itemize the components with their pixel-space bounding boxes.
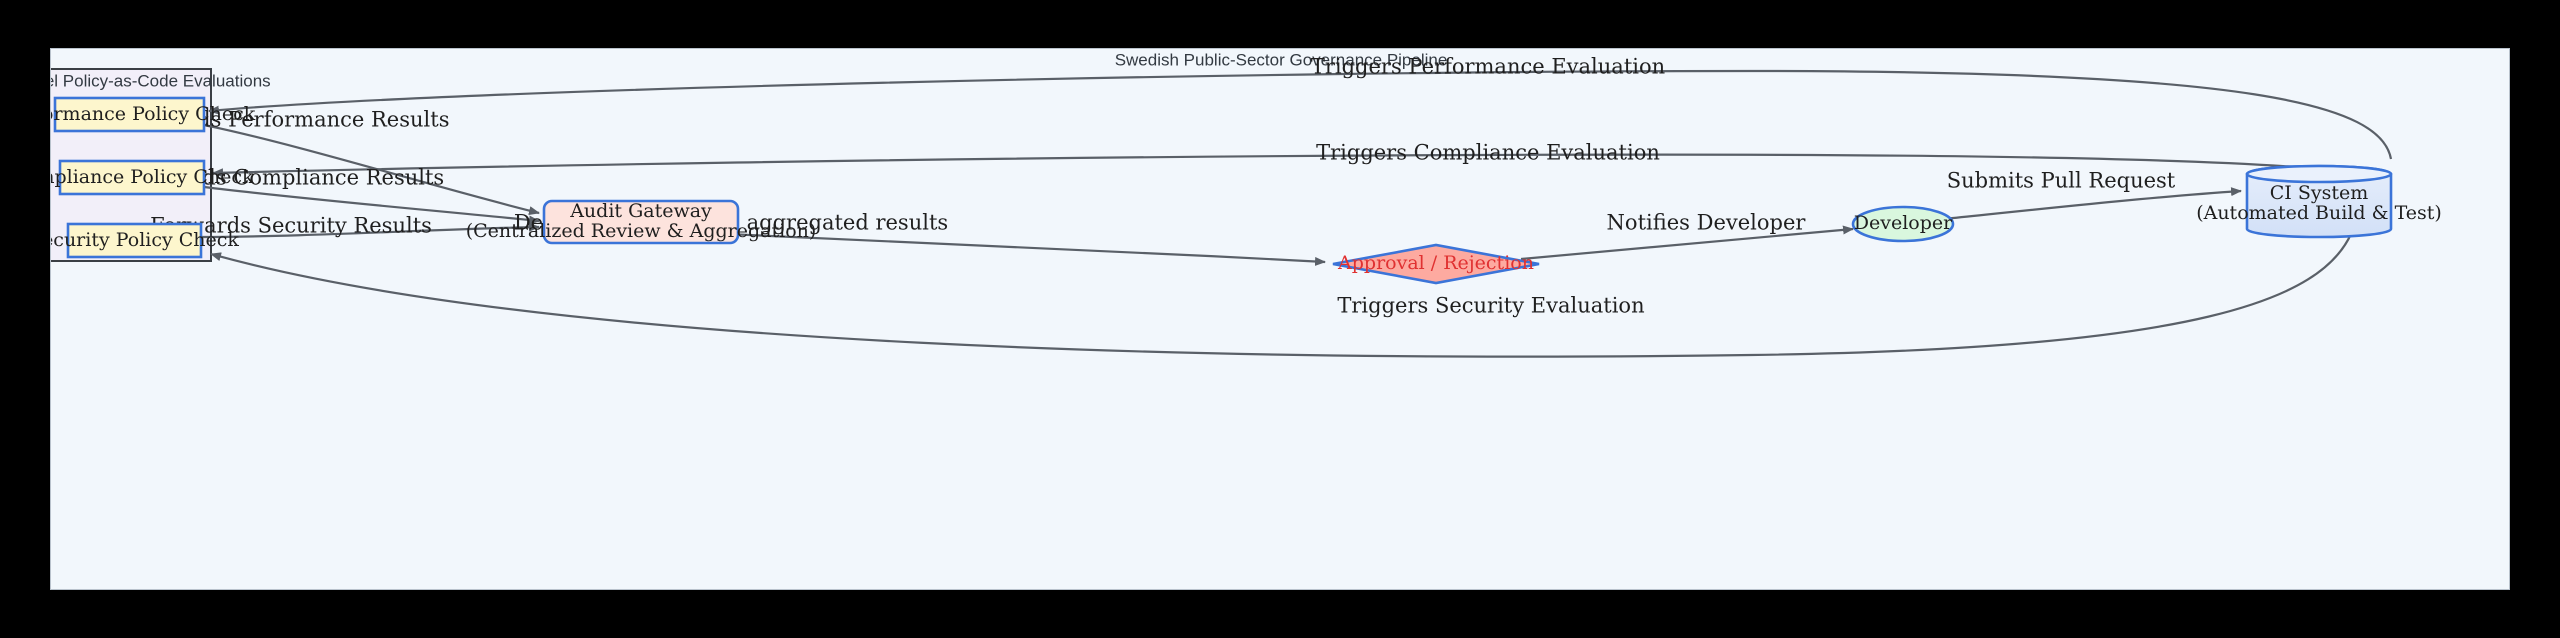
diagram-title: Swedish Public-Sector Governance Pipelin…: [1115, 50, 1448, 69]
node-ci-system[interactable]: CI System (Automated Build & Test): [2196, 164, 2442, 239]
node-shape[interactable]: [542, 199, 740, 245]
edge-path: [208, 69, 2393, 160]
edge-triggers-security-evaluation: Triggers Security Evaluation: [210, 233, 2352, 358]
node-shape[interactable]: [53, 96, 206, 133]
node-shape[interactable]: [1851, 205, 1955, 243]
edge-path: [203, 185, 540, 225]
edge-path: [1520, 225, 1854, 261]
node-label-line2: (Centralized Review & Aggregation): [466, 220, 817, 242]
edge-path: [210, 233, 2352, 358]
edge-submits-pull-request: Submits Pull Request: [1943, 169, 2242, 221]
edge-path: [200, 222, 540, 239]
edge-label: Triggers Compliance Evaluation: [1316, 141, 1660, 165]
flowchart-svg: Swedish Public-Sector Governance Pipelin…: [51, 50, 2442, 358]
node-compliance-policy-check[interactable]: Compliance Policy Check: [51, 159, 254, 196]
node-label: Compliance Policy Check: [51, 166, 254, 188]
node-label-line1: CI System: [2270, 182, 2368, 204]
edge-path: [1943, 187, 2242, 221]
node-performance-policy-check[interactable]: Performance Policy Check: [51, 96, 256, 133]
node-label: Approval / Rejection: [1337, 252, 1534, 274]
node-approval-rejection[interactable]: Approval / Rejection: [1332, 243, 1540, 285]
edge-label: Notifies Developer: [1607, 211, 1807, 235]
node-security-policy-check[interactable]: Security Policy Check: [51, 222, 239, 259]
node-label: Developer: [1854, 212, 1953, 234]
node-shape[interactable]: [1332, 243, 1540, 285]
edge-path: [203, 123, 540, 215]
edge-triggers-performance-evaluation: Triggers Performance Evaluation: [208, 55, 2393, 160]
node-audit-gateway[interactable]: Audit Gateway (Centralized Review & Aggr…: [466, 199, 817, 245]
node-shape[interactable]: [66, 222, 203, 259]
edge-path: [212, 153, 2344, 178]
edge-triggers-compliance-evaluation: Triggers Compliance Evaluation: [212, 141, 2344, 178]
edge-notifies-developer: Notifies Developer: [1520, 211, 1854, 261]
node-label-line1: Audit Gateway: [569, 200, 712, 222]
edge-label: Submits Pull Request: [1947, 169, 2176, 193]
diagram-canvas: Swedish Public-Sector Governance Pipelin…: [50, 48, 2510, 590]
cluster-label: Parallel Policy-as-Code Evaluations: [51, 71, 271, 90]
node-label: Security Policy Check: [51, 229, 239, 251]
node-label-line2: (Automated Build & Test): [2196, 202, 2442, 224]
node-shape[interactable]: [58, 159, 206, 196]
node-label: Performance Policy Check: [51, 103, 256, 125]
edge-label: Triggers Performance Evaluation: [1311, 55, 1665, 79]
edge-label: Triggers Security Evaluation: [1337, 294, 1644, 318]
node-developer[interactable]: Developer: [1851, 205, 1955, 243]
node-shape-top: [2245, 164, 2393, 184]
